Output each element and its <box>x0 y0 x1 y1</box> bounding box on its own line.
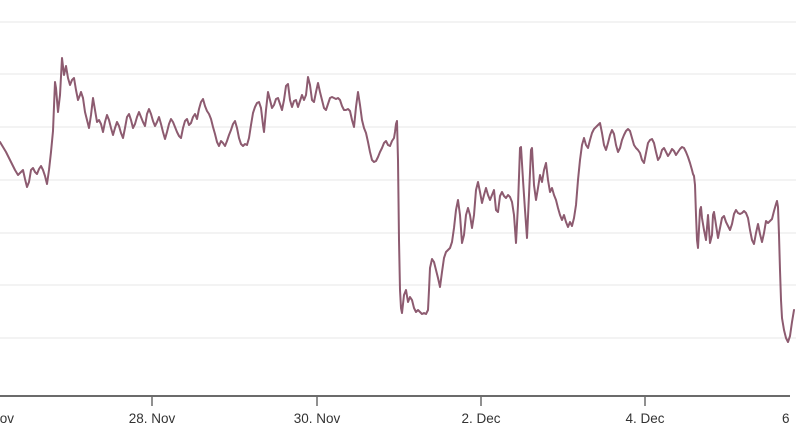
x-axis-label: 2. Dec <box>461 411 501 426</box>
x-axis-label-clipped: ov <box>0 411 14 426</box>
x-axis-label: 30. Nov <box>293 411 341 426</box>
x-axis-label-clipped: 6 <box>782 411 790 426</box>
price-line <box>0 57 795 343</box>
x-axis-label: 28. Nov <box>128 411 176 426</box>
x-axis-label: 4. Dec <box>625 411 665 426</box>
